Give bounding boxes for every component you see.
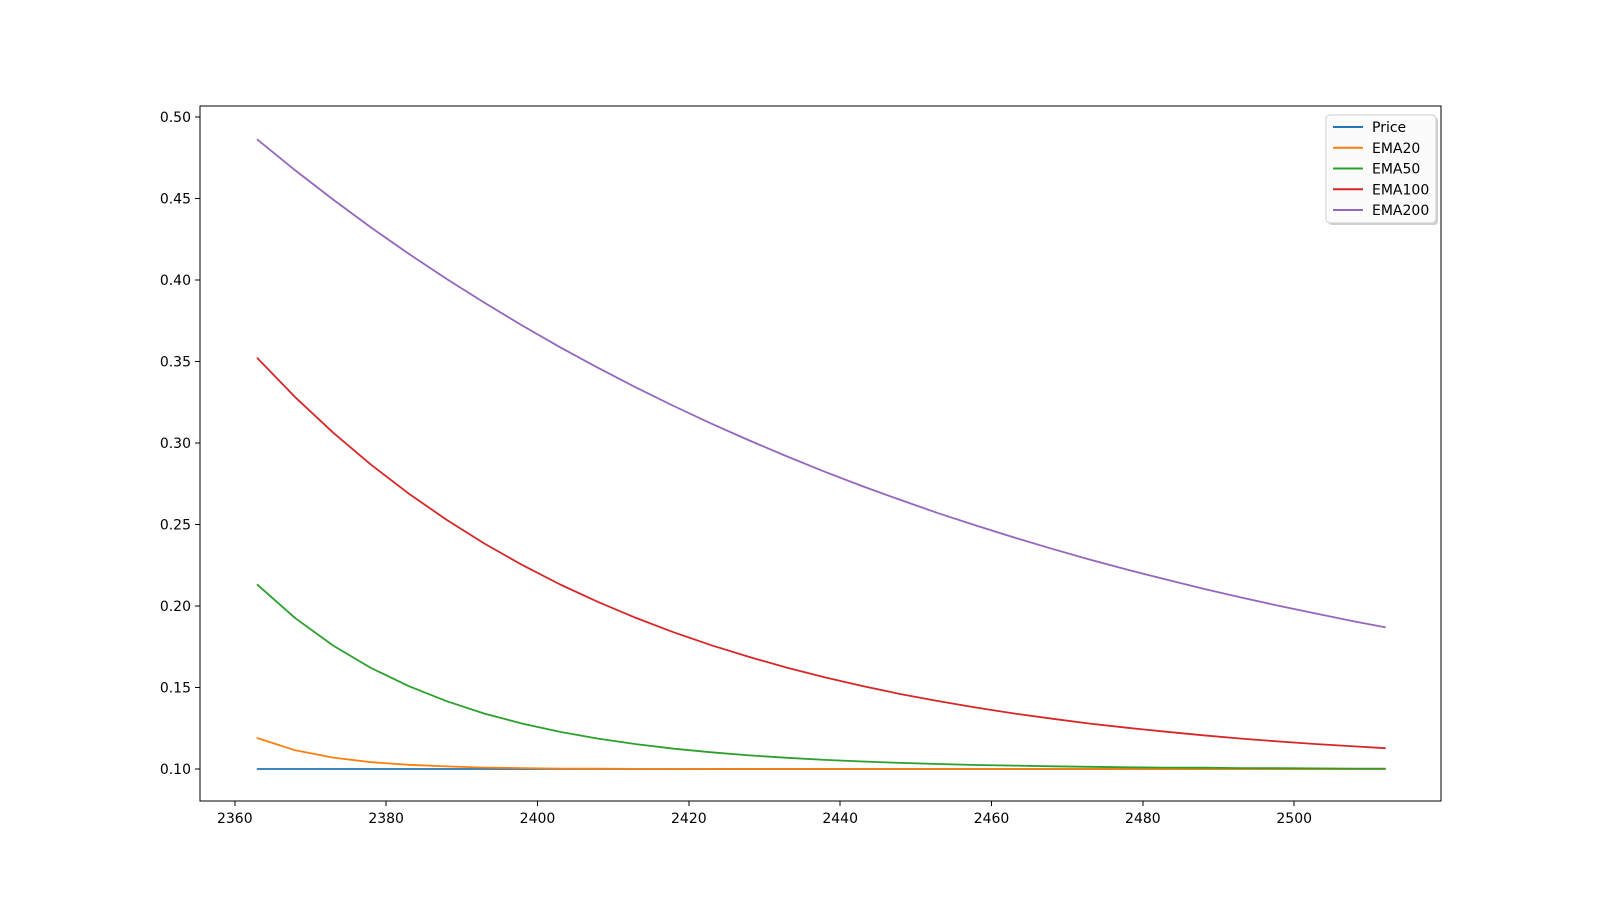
legend-label: Price — [1372, 120, 1406, 136]
y-tick-label: 0.45 — [160, 191, 191, 207]
plot-frame — [199, 105, 1442, 802]
x-tick-label: 2480 — [1125, 811, 1161, 827]
y-tick-label: 0.20 — [160, 599, 191, 615]
legend-item-price: Price — [1333, 120, 1406, 136]
x-axis: 2360 2380 2400 2420 2440 2460 2480 2500 — [217, 801, 1312, 827]
series-line-ema50 — [256, 583, 1386, 770]
x-tick-label: 2420 — [671, 811, 707, 827]
y-axis: 0.10 0.15 0.20 0.25 0.30 0.35 0.40 0.45 0.50 — [160, 110, 200, 778]
y-tick-label: 0.35 — [160, 354, 191, 370]
y-tick-label: 0.25 — [160, 517, 191, 533]
y-tick-label: 0.50 — [160, 110, 191, 126]
legend-label: EMA20 — [1372, 141, 1420, 157]
y-tick-label: 0.30 — [160, 436, 191, 452]
x-tick-label: 2460 — [974, 811, 1010, 827]
legend: Price EMA20 EMA50 EMA100 EMA200 — [1325, 114, 1438, 225]
y-tick-label: 0.15 — [160, 681, 191, 697]
legend-label: EMA50 — [1372, 162, 1420, 178]
legend-box — [1325, 114, 1437, 224]
series-line-ema100 — [256, 357, 1386, 750]
legend-label: EMA200 — [1372, 203, 1429, 219]
legend-item-ema50: EMA50 — [1333, 162, 1420, 178]
series-line-ema200 — [256, 138, 1386, 629]
legend-item-ema200: EMA200 — [1333, 203, 1429, 219]
legend-item-ema20: EMA20 — [1333, 141, 1420, 157]
series-line-ema20 — [256, 737, 1386, 770]
x-tick-label: 2440 — [822, 811, 858, 827]
legend-item-ema100: EMA100 — [1333, 182, 1429, 198]
legend-label: EMA100 — [1372, 182, 1429, 198]
x-tick-label: 2400 — [520, 811, 556, 827]
x-tick-label: 2360 — [217, 811, 253, 827]
x-tick-label: 2380 — [368, 811, 404, 827]
y-tick-label: 0.10 — [160, 762, 191, 778]
y-tick-label: 0.40 — [160, 273, 191, 289]
x-tick-label: 2500 — [1276, 811, 1312, 827]
